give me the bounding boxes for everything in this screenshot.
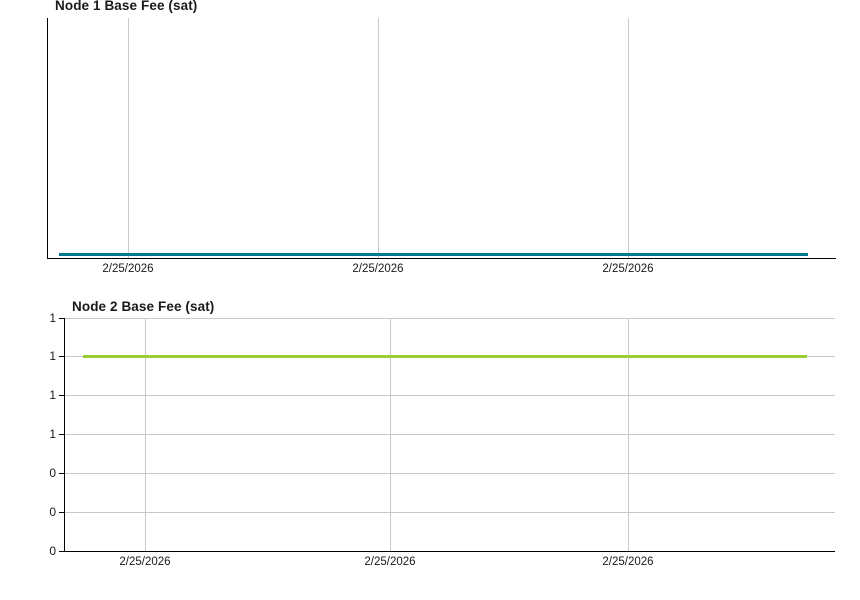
chart-node1-x-tick-label-2: 2/25/2026 <box>352 263 404 275</box>
chart-node2-x-tick-label-3: 2/25/2026 <box>602 556 654 568</box>
chart-node1-gridline-v-1 <box>128 18 129 258</box>
chart-node1: Node 1 Base Fee (sat) 2/25/2026 2/25/202… <box>0 0 860 290</box>
chart-node2-gridline-v-2 <box>390 318 391 551</box>
chart-node1-x-axis <box>47 258 836 259</box>
chart-node1-series-line <box>59 253 808 256</box>
chart-node2-title: Node 2 Base Fee (sat) <box>72 299 215 314</box>
chart-node2-y-tick-label-7: 0 <box>49 544 56 558</box>
chart-node2-y-tick-mark-2 <box>59 356 64 357</box>
chart-node2-y-tick-label-5: 0 <box>49 466 56 480</box>
chart-node2-y-tick-mark-3 <box>59 395 64 396</box>
chart-node2-y-tick-label-4: 1 <box>49 427 56 441</box>
chart-node2-gridline-v-3 <box>628 318 629 551</box>
chart-node2-y-tick-label-6: 0 <box>49 505 56 519</box>
chart-node2-x-tick-label-2: 2/25/2026 <box>364 556 416 568</box>
chart-node1-x-tick-label-1: 2/25/2026 <box>102 263 154 275</box>
chart-node1-gridline-v-2 <box>378 18 379 258</box>
chart-node2-y-tick-label-2: 1 <box>49 349 56 363</box>
chart-node1-y-axis <box>47 18 48 259</box>
chart-node2-y-tick-mark-7 <box>59 551 64 552</box>
chart-node2-gridline-v-1 <box>145 318 146 551</box>
chart-node2-gridline-h-6 <box>64 512 835 513</box>
chart-node2-series-line <box>83 355 807 358</box>
chart-node1-gridline-v-3 <box>628 18 629 258</box>
chart-node1-plot-area: 2/25/2026 2/25/2026 2/25/2026 <box>0 0 860 290</box>
chart-node2-gridline-h-4 <box>64 434 835 435</box>
chart-node2-y-tick-mark-5 <box>59 473 64 474</box>
chart-node1-x-tick-label-3: 2/25/2026 <box>602 263 654 275</box>
chart-node2-y-tick-mark-6 <box>59 512 64 513</box>
chart-node2-y-tick-label-1: 1 <box>49 311 56 325</box>
chart-node2-plot-area: 1 1 1 1 0 0 0 2/25/2026 2/25/2026 2/25/2… <box>0 290 860 600</box>
chart-node2-y-axis <box>64 318 65 551</box>
chart-node2-y-tick-label-3: 1 <box>49 388 56 402</box>
chart-node2-y-tick-mark-4 <box>59 434 64 435</box>
chart-node2-x-tick-label-1: 2/25/2026 <box>119 556 171 568</box>
chart-node2-gridline-h-1 <box>64 318 835 319</box>
chart-node2-gridline-h-3 <box>64 395 835 396</box>
chart-node2: Node 2 Base Fee (sat) <box>0 290 860 600</box>
chart-node2-x-axis <box>64 551 835 552</box>
chart-node1-title: Node 1 Base Fee (sat) <box>55 0 198 13</box>
chart-node2-gridline-h-5 <box>64 473 835 474</box>
chart-node2-y-tick-mark-1 <box>59 318 64 319</box>
